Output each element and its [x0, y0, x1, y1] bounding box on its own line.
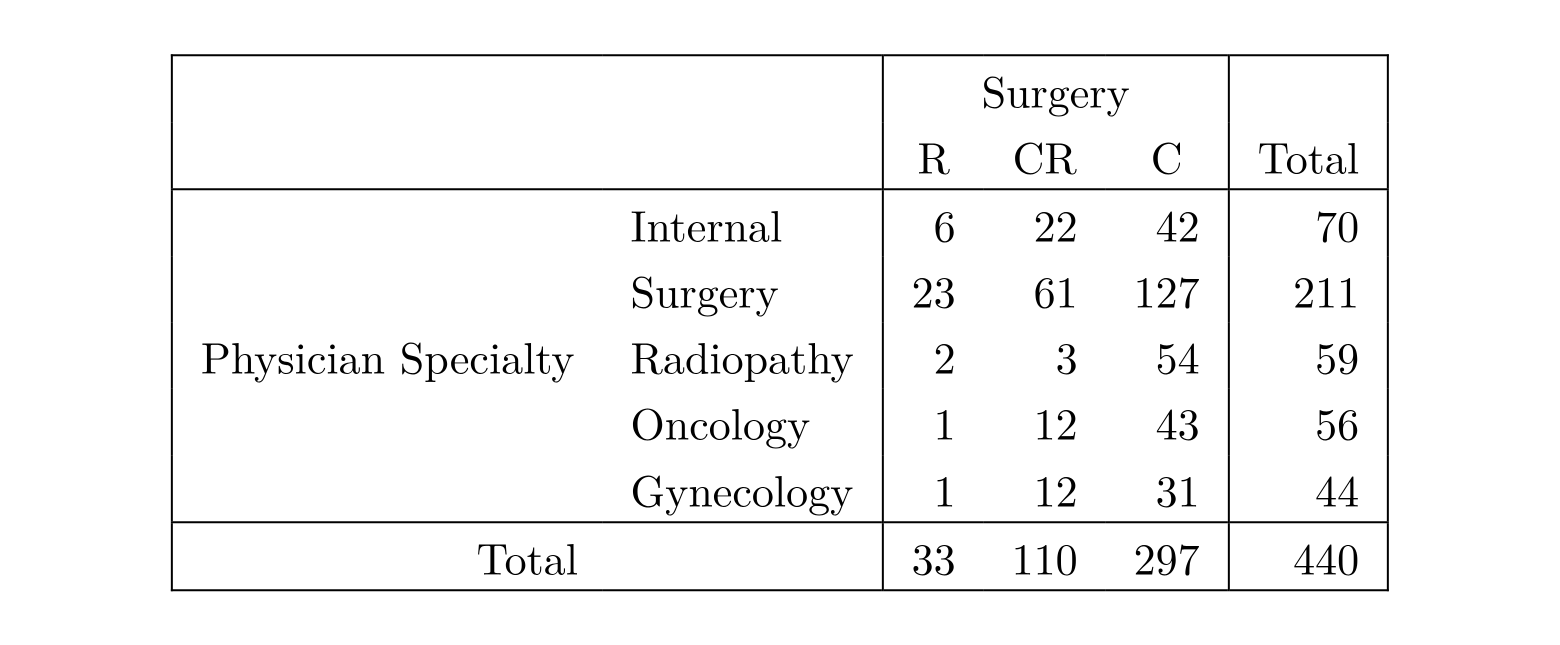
- col-header-total: Total: [1229, 122, 1388, 189]
- row-group-label: Physician Specialty: [172, 189, 603, 522]
- cell: 54: [1106, 323, 1229, 389]
- cell: 23: [883, 256, 984, 322]
- col-total: 33: [883, 522, 984, 590]
- row-total: 59: [1229, 323, 1388, 389]
- table-header-row-2: R CR C Total: [172, 122, 1388, 189]
- table-total-row: Total 33 110 297 440: [172, 522, 1388, 590]
- table-row: Physician Specialty Internal 6 22 42 70: [172, 189, 1388, 256]
- cell: 31: [1106, 455, 1229, 522]
- row-label: Internal: [603, 189, 883, 256]
- row-label: Radiopathy: [603, 323, 883, 389]
- col-total: 110: [984, 522, 1106, 590]
- row-label: Oncology: [603, 389, 883, 455]
- header-blank-2: [172, 122, 883, 189]
- cross-table: Surgery R CR C Total Physician Specialty…: [171, 54, 1389, 592]
- row-total: 56: [1229, 389, 1388, 455]
- cell: 127: [1106, 256, 1229, 322]
- col-header-R: R: [883, 122, 984, 189]
- cell: 12: [984, 455, 1106, 522]
- row-total: 70: [1229, 189, 1388, 256]
- col-header-CR: CR: [984, 122, 1106, 189]
- cell: 2: [883, 323, 984, 389]
- cell: 1: [883, 455, 984, 522]
- cell: 12: [984, 389, 1106, 455]
- col-total: 297: [1106, 522, 1229, 590]
- header-blank: [172, 55, 883, 122]
- col-header-C: C: [1106, 122, 1229, 189]
- header-blank-total: [1229, 55, 1388, 122]
- row-total: 44: [1229, 455, 1388, 522]
- cell: 1: [883, 389, 984, 455]
- grand-total: 440: [1229, 522, 1388, 590]
- row-label: Surgery: [603, 256, 883, 322]
- cell: 3: [984, 323, 1106, 389]
- page: Surgery R CR C Total Physician Specialty…: [0, 0, 1560, 645]
- row-label: Gynecology: [603, 455, 883, 522]
- cell: 42: [1106, 189, 1229, 256]
- total-row-label: Total: [172, 522, 883, 590]
- col-group-label: Surgery: [883, 55, 1229, 122]
- row-total: 211: [1229, 256, 1388, 322]
- cell: 61: [984, 256, 1106, 322]
- table-header-row-1: Surgery: [172, 55, 1388, 122]
- cell: 43: [1106, 389, 1229, 455]
- cell: 6: [883, 189, 984, 256]
- cell: 22: [984, 189, 1106, 256]
